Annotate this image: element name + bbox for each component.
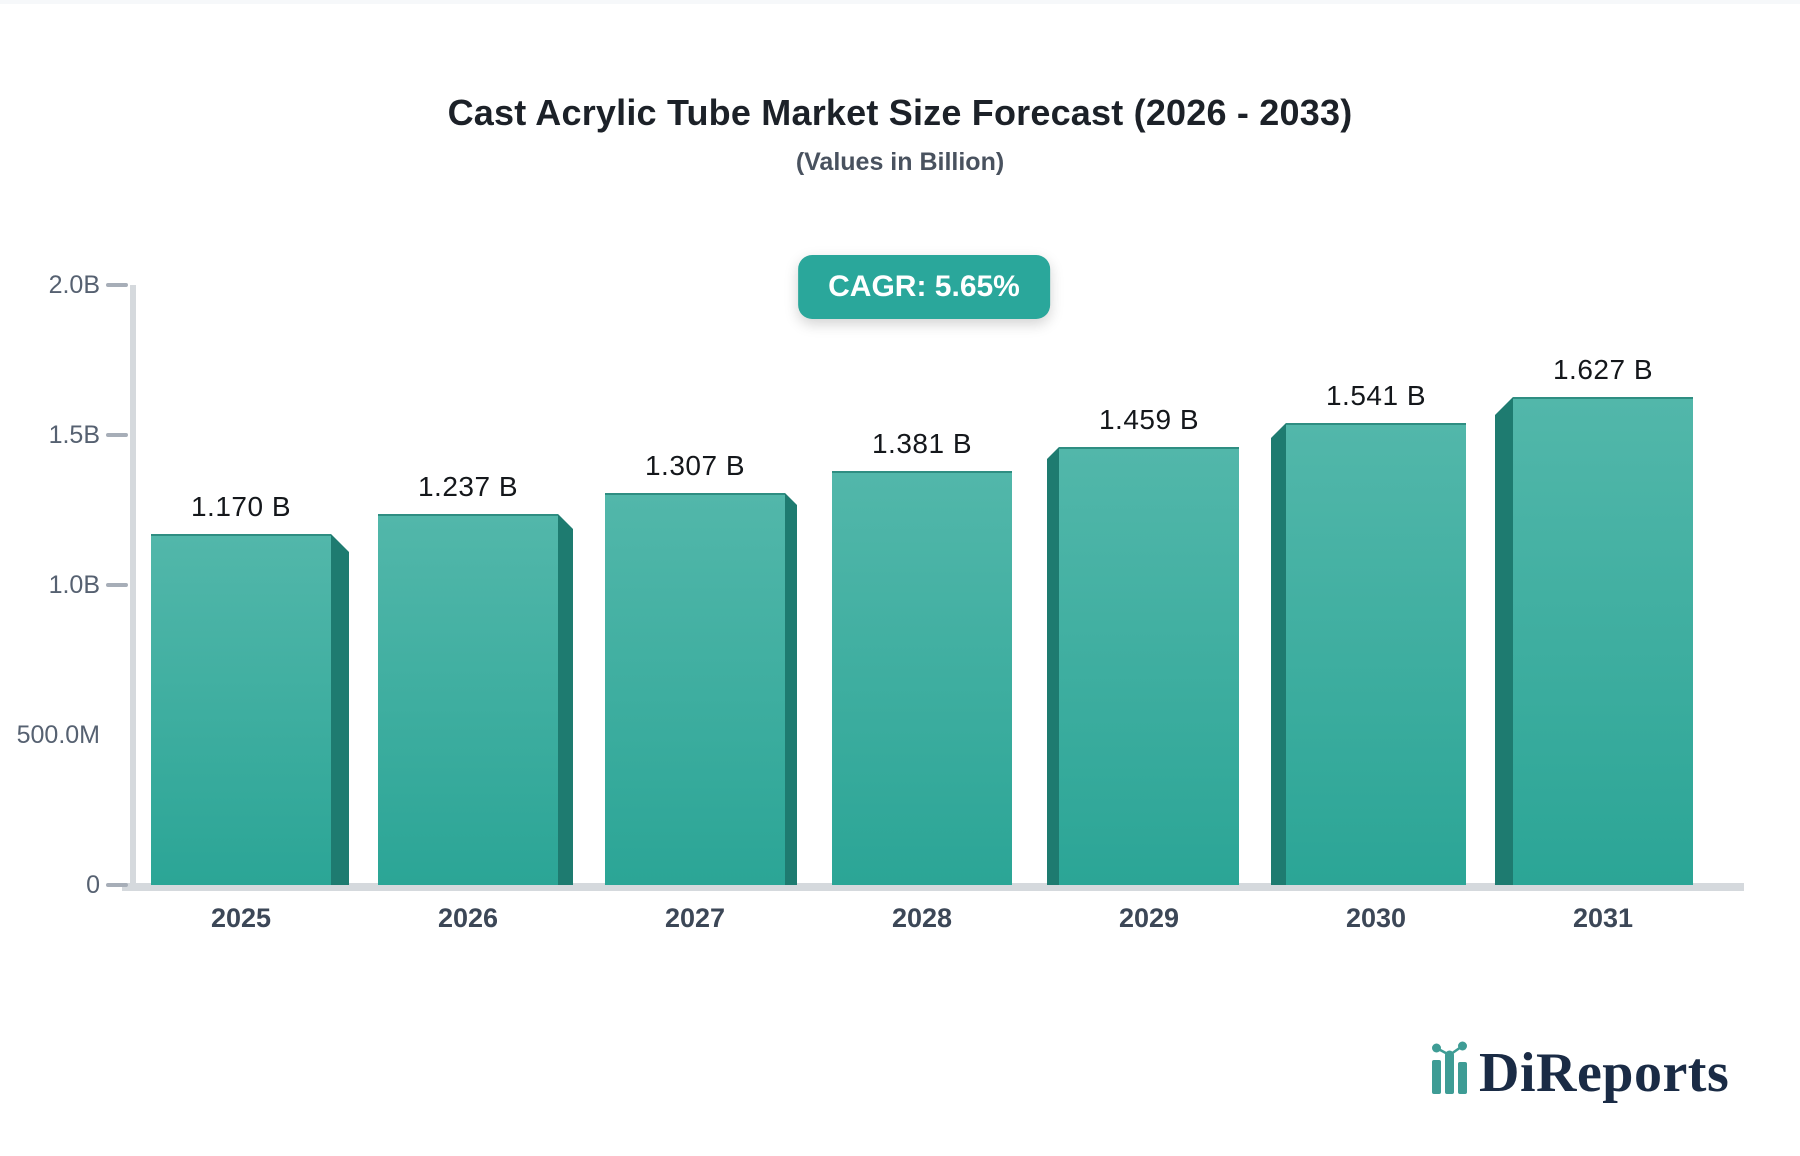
y-axis-tick-label: 0	[86, 871, 100, 899]
bar	[832, 471, 1012, 885]
x-axis-label: 2027	[664, 903, 726, 933]
bar-value-label: 1.381 B	[871, 428, 973, 459]
bar-value-label: 1.237 B	[417, 471, 519, 502]
bar-value-label: 1.170 B	[190, 491, 292, 522]
bar-value-label: 1.541 B	[1325, 380, 1427, 411]
bar-side-face	[1047, 447, 1059, 885]
y-axis-tick-label: 2.0B	[48, 271, 100, 299]
x-axis-label: 2031	[1572, 903, 1634, 933]
y-axis-tick-label: 1.0B	[48, 571, 100, 599]
bar	[605, 493, 785, 885]
bar-value-label: 1.307 B	[644, 450, 746, 481]
frame-top-edge	[0, 0, 1800, 4]
y-axis-line	[130, 285, 136, 883]
bar-side-face	[1495, 397, 1513, 885]
bar-value-label: 1.627 B	[1552, 354, 1654, 385]
bar	[1286, 423, 1466, 885]
bar-side-face	[331, 534, 349, 885]
bar	[378, 514, 558, 885]
chart-title: Cast Acrylic Tube Market Size Forecast (…	[447, 92, 1353, 133]
y-axis-tick-label: 500.0M	[16, 721, 100, 749]
y-axis-tick-dash	[106, 433, 128, 437]
direports-logo-text: DiReports	[1479, 1042, 1730, 1104]
x-axis-label: 2026	[437, 903, 499, 933]
y-axis-tick-label: 1.5B	[48, 421, 100, 449]
y-axis-tick-dash	[106, 283, 128, 287]
bar-side-face	[1271, 423, 1286, 885]
bar-side-face	[558, 514, 573, 885]
cagr-badge: CAGR: 5.65%	[798, 255, 1050, 319]
chart-subtitle: (Values in Billion)	[795, 148, 1005, 176]
direports-logo-icon	[1430, 1036, 1470, 1101]
x-axis-label: 2030	[1345, 903, 1407, 933]
direports-logo: DiReports	[1430, 1036, 1729, 1101]
y-axis-tick-dash	[106, 883, 128, 887]
bar-side-face	[785, 493, 797, 885]
bar	[1059, 447, 1239, 885]
bar	[1513, 397, 1693, 885]
bar	[151, 534, 331, 885]
x-axis-line	[122, 883, 1744, 891]
x-axis-label: 2025	[210, 903, 272, 933]
x-axis-label: 2029	[1118, 903, 1180, 933]
bar-value-label: 1.459 B	[1098, 404, 1200, 435]
x-axis-label: 2028	[891, 903, 953, 933]
y-axis-tick-dash	[106, 583, 128, 587]
